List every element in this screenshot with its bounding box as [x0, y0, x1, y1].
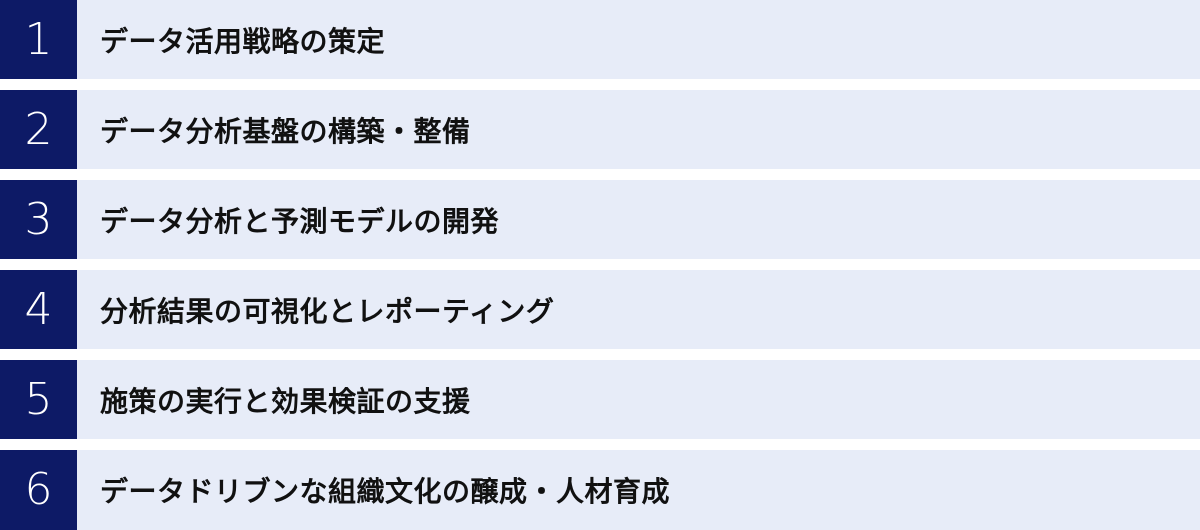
item-row-background: データ分析と予測モデルの開発	[77, 180, 1200, 259]
item-row-background: データ分析基盤の構築・整備	[77, 90, 1200, 169]
list-item: 3 データ分析と予測モデルの開発	[0, 180, 1200, 259]
list-item: 6 データドリブンな組織文化の醸成・人材育成	[0, 450, 1200, 530]
list-item: 2 データ分析基盤の構築・整備	[0, 90, 1200, 169]
list-item: 4 分析結果の可視化とレポーティング	[0, 270, 1200, 349]
item-number-badge: 1	[0, 0, 77, 79]
list-item: 5 施策の実行と効果検証の支援	[0, 360, 1200, 439]
item-label: データドリブンな組織文化の醸成・人材育成	[100, 475, 671, 508]
item-label: 分析結果の可視化とレポーティング	[100, 294, 555, 328]
list-item: 1 データ活用戦略の策定	[0, 0, 1200, 79]
item-number-badge: 6	[0, 450, 77, 530]
item-row-background: データ活用戦略の策定	[77, 0, 1200, 79]
item-number-badge: 3	[0, 180, 77, 259]
item-label: データ分析と予測モデルの開発	[100, 204, 500, 238]
item-number-badge: 5	[0, 360, 77, 439]
item-row-background: 施策の実行と効果検証の支援	[77, 360, 1200, 439]
item-label: データ分析基盤の構築・整備	[100, 114, 471, 148]
item-number-badge: 2	[0, 90, 77, 169]
item-label: データ活用戦略の策定	[100, 24, 386, 58]
item-number-badge: 4	[0, 270, 77, 349]
item-row-background: データドリブンな組織文化の醸成・人材育成	[77, 450, 1200, 530]
item-row-background: 分析結果の可視化とレポーティング	[77, 270, 1200, 349]
item-label: 施策の実行と効果検証の支援	[100, 384, 471, 418]
